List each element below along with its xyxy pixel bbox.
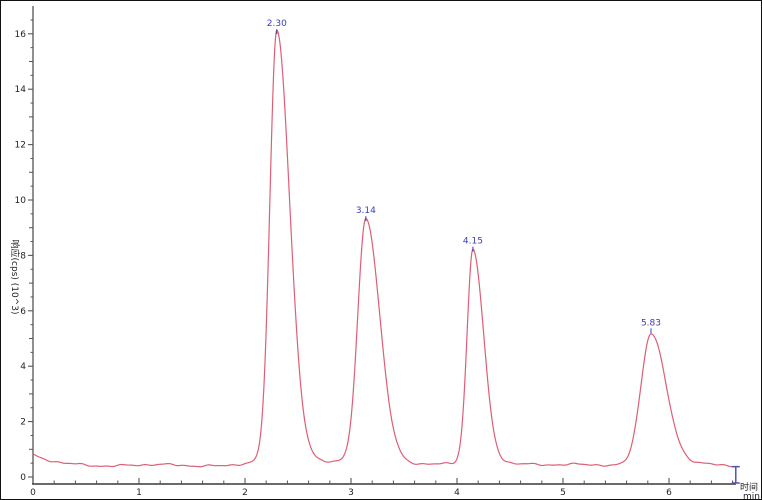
x-axis-unit: min	[743, 492, 760, 500]
y-tick-label: 14	[15, 85, 27, 95]
y-axis-title: 响应(cps) (10^3)	[9, 240, 21, 315]
y-tick-label: 12	[15, 141, 26, 151]
peak-retention-label: 4.15	[463, 237, 483, 247]
y-tick-label: 4	[20, 362, 26, 372]
y-tick-label: 16	[15, 30, 27, 40]
x-axis-title: 时间	[740, 481, 758, 493]
y-tick-label: 8	[20, 251, 26, 261]
peak-retention-label: 5.83	[641, 318, 661, 328]
trace-path	[32, 29, 736, 468]
y-tick-label: 6	[20, 307, 26, 317]
x-tick-label: 5	[560, 488, 566, 498]
y-tick-label: 2	[20, 418, 26, 428]
x-tick-label: 2	[242, 488, 248, 498]
x-tick-label: 3	[348, 488, 354, 498]
y-tick-label: 0	[20, 473, 26, 483]
peak-retention-label: 3.14	[356, 206, 376, 216]
x-tick-label: 0	[30, 488, 36, 498]
y-tick-label: 10	[15, 196, 27, 206]
x-tick-label: 6	[666, 488, 672, 498]
x-tick-label: 4	[454, 488, 460, 498]
x-tick-label: 1	[136, 488, 142, 498]
peak-retention-label: 2.30	[267, 19, 287, 29]
